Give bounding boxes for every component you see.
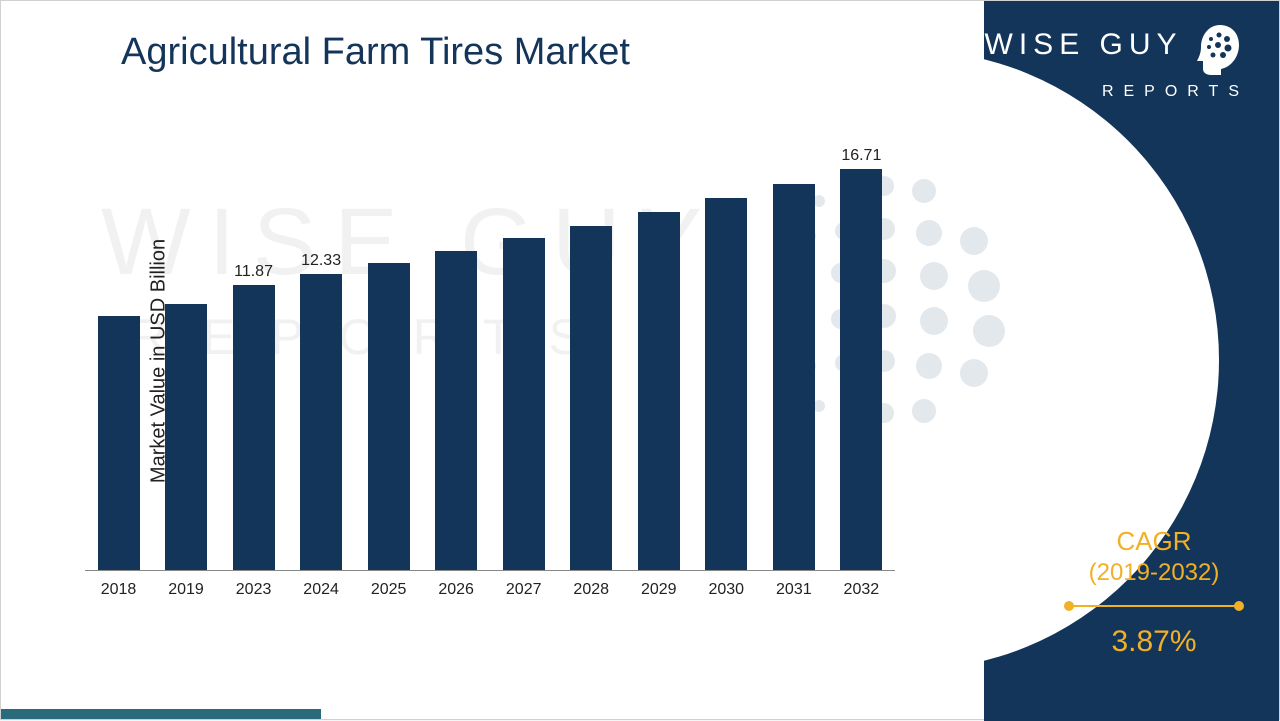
bar <box>368 263 410 570</box>
bar-wrapper <box>423 247 490 570</box>
bar-wrapper <box>558 222 625 570</box>
bar <box>233 285 275 570</box>
x-axis-tick-label: 2024 <box>288 581 355 599</box>
bar <box>165 304 207 570</box>
head-icon <box>1191 21 1249 79</box>
x-axis-tick-label: 2023 <box>220 581 287 599</box>
x-axis-tick-label: 2030 <box>693 581 760 599</box>
x-axis-tick-label: 2027 <box>490 581 557 599</box>
logo-line1: WISE GUY <box>985 28 1183 61</box>
bar-wrapper: 11.87 <box>220 263 287 570</box>
bar-wrapper: 16.71 <box>828 147 895 570</box>
bar <box>435 251 477 570</box>
bar-chart: Market Value in USD Billion 11.8712.3316… <box>85 151 895 571</box>
bar <box>840 169 882 570</box>
bar <box>570 226 612 570</box>
bar-wrapper <box>85 312 152 570</box>
x-axis-tick-label: 2019 <box>153 581 220 599</box>
cagr-label: CAGR <box>1069 526 1239 557</box>
bar-value-label: 16.71 <box>841 147 881 165</box>
x-axis-tick-label: 2025 <box>355 581 422 599</box>
x-axis-tick-label: 2026 <box>423 581 490 599</box>
bar <box>98 316 140 570</box>
bar-wrapper <box>490 234 557 570</box>
bar <box>503 238 545 570</box>
page-container: WISE GUY REPORTS WISE GUY REPORTS <box>0 0 1280 720</box>
bar <box>300 274 342 570</box>
bar <box>705 198 747 570</box>
logo-line2: REPORTS <box>985 83 1249 101</box>
cagr-divider <box>1069 605 1239 607</box>
x-axis-tick-label: 2028 <box>558 581 625 599</box>
chart-title: Agricultural Farm Tires Market <box>121 31 630 74</box>
cagr-block: CAGR (2019-2032) 3.87% <box>1069 526 1239 659</box>
bar-wrapper <box>693 194 760 570</box>
bar-wrapper <box>355 259 422 570</box>
bars-container: 11.8712.3316.71 <box>85 151 895 571</box>
bar-value-label: 12.33 <box>301 252 341 270</box>
bar-wrapper: 12.33 <box>288 252 355 570</box>
x-axis-tick-label: 2032 <box>828 581 895 599</box>
bar <box>773 184 815 570</box>
bar-wrapper <box>760 180 827 570</box>
brand-logo: WISE GUY REPORTS <box>985 21 1249 101</box>
cagr-period: (2019-2032) <box>1069 559 1239 587</box>
bar-value-label: 11.87 <box>234 263 273 281</box>
cagr-value: 3.87% <box>1069 625 1239 659</box>
x-axis-tick-label: 2029 <box>625 581 692 599</box>
bottom-accent-bar <box>1 709 321 719</box>
bar-wrapper <box>153 300 220 570</box>
x-axis-labels: 2018201920232024202520262027202820292030… <box>85 581 895 599</box>
x-axis-tick-label: 2018 <box>85 581 152 599</box>
bar-wrapper <box>625 208 692 570</box>
x-axis-tick-label: 2031 <box>760 581 827 599</box>
bar <box>638 212 680 570</box>
